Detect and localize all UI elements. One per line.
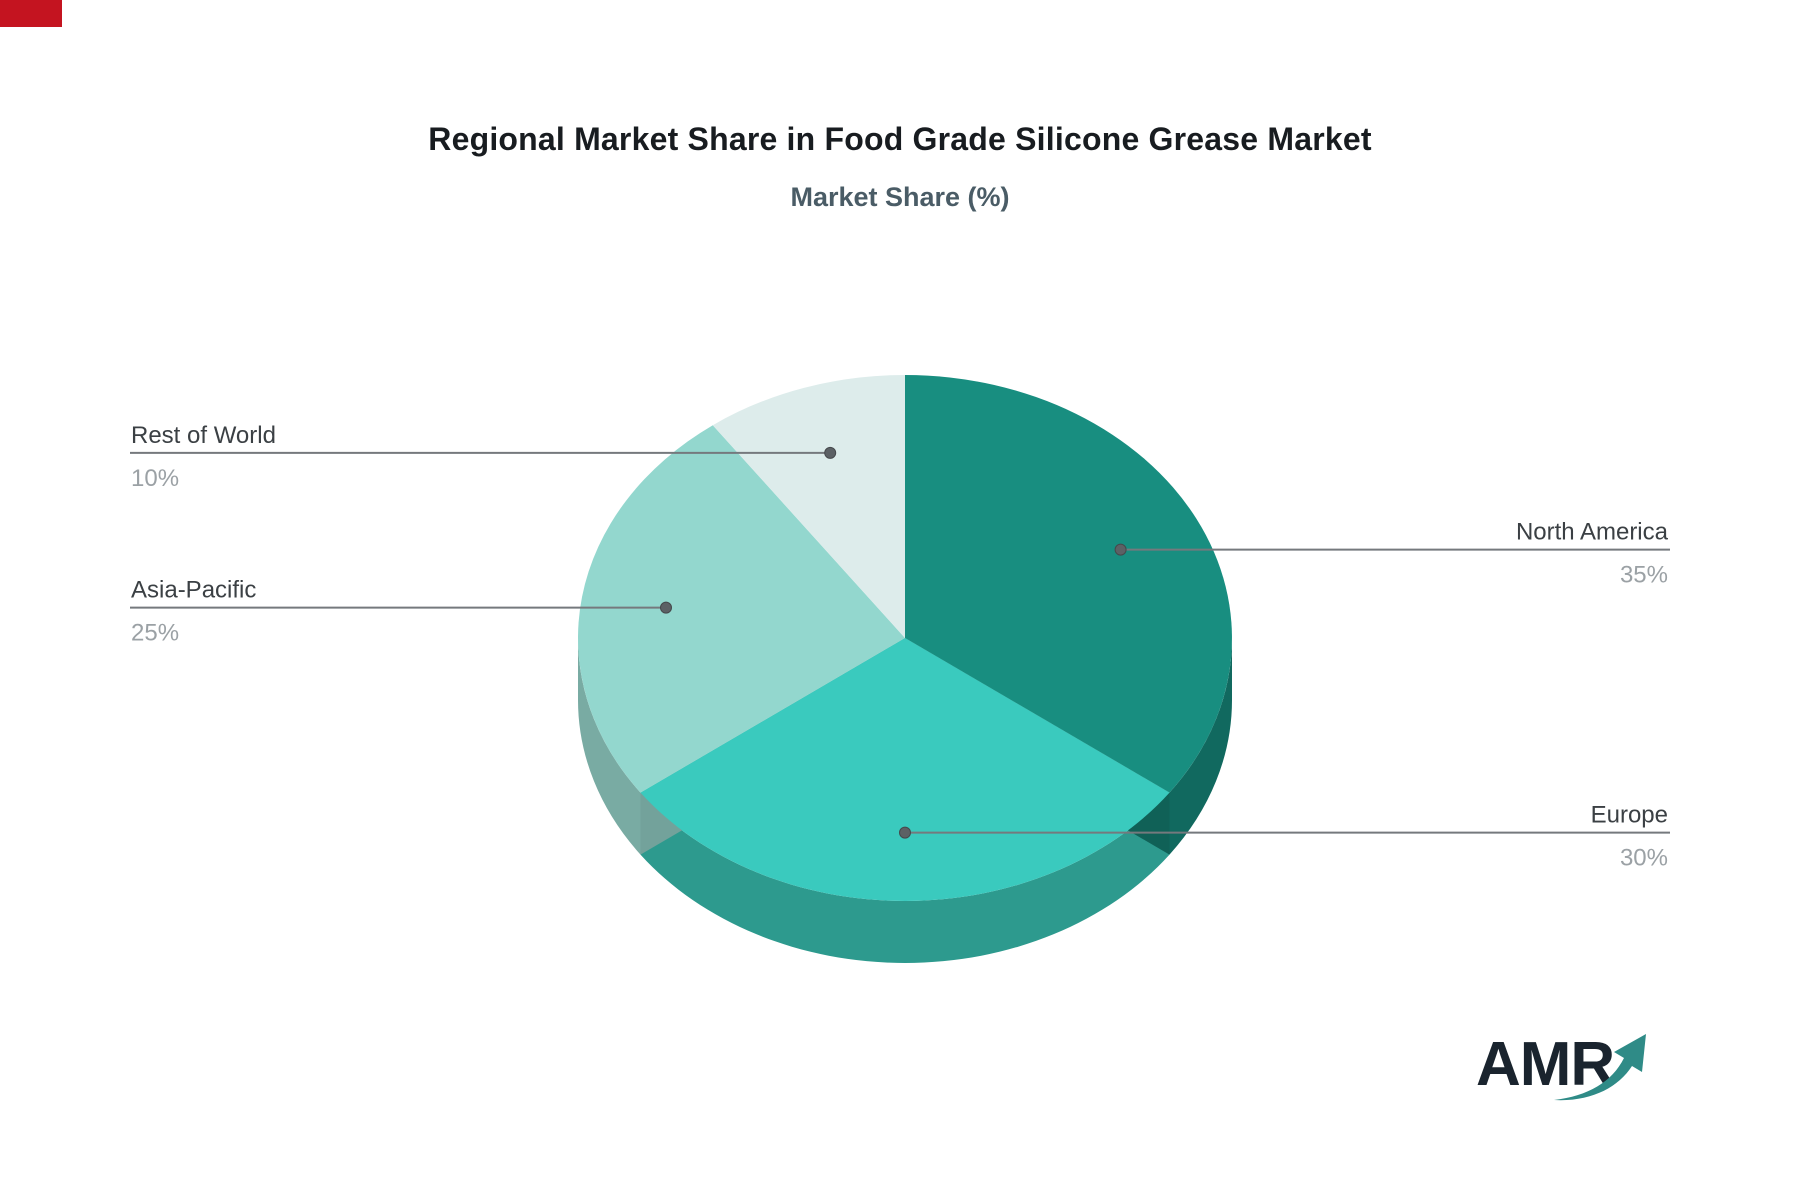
amr-logo-arrow-icon — [1554, 1034, 1647, 1101]
red-corner-mark — [0, 0, 62, 27]
slice-value-north-america: 35% — [1620, 562, 1668, 589]
pie-slice-europe[interactable] — [640, 638, 1170, 901]
slice-value-europe: 30% — [1620, 845, 1668, 872]
pie-slice-side-asia-pacific — [578, 638, 641, 855]
pie-slice-rest-of-world[interactable] — [712, 375, 905, 638]
amr-logo-text: AMR — [1476, 1030, 1615, 1099]
leader-dot-europe — [899, 826, 911, 839]
pie-slice-side-europe — [640, 792, 1170, 963]
slice-label-europe: Europe — [1591, 802, 1668, 829]
pie-slice-north-america[interactable] — [905, 375, 1232, 793]
amr-logo: AMR — [1476, 1034, 1654, 1105]
slice-value-asia-pacific: 25% — [131, 620, 179, 647]
pie-slice-side-north-america — [1169, 638, 1232, 855]
chart-subtitle: Market Share (%) — [790, 182, 1010, 212]
leader-dot-asia-pacific — [660, 601, 672, 614]
chart-title: Regional Market Share in Food Grade Sili… — [428, 121, 1372, 157]
pie-slice-asia-pacific[interactable] — [578, 425, 905, 793]
slice-value-rest-of-world: 10% — [131, 465, 179, 492]
leader-dot-rest-of-world — [824, 446, 837, 459]
leader-dot-north-america — [1114, 543, 1127, 556]
arrow-swoosh — [1554, 1034, 1647, 1101]
slice-label-north-america: North America — [1516, 519, 1669, 546]
slice-label-rest-of-world: Rest of World — [131, 422, 276, 449]
slice-label-asia-pacific: Asia-Pacific — [131, 577, 256, 604]
